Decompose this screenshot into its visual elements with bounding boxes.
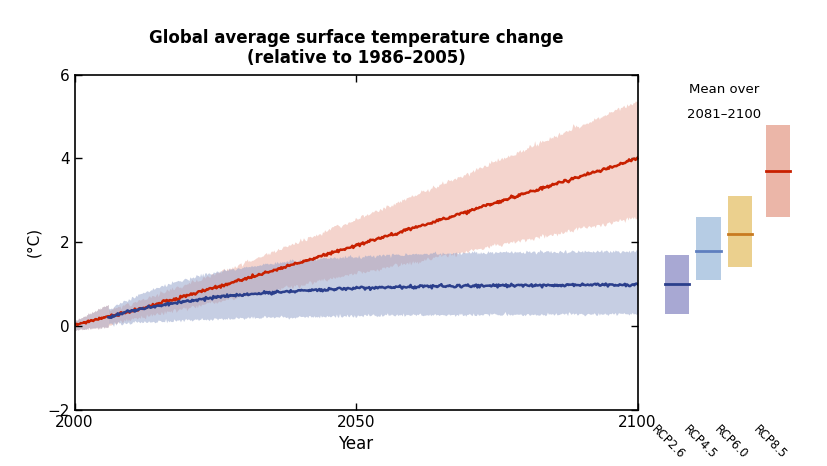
Text: RCP4.5: RCP4.5 [680,423,718,461]
Text: RCP6.0: RCP6.0 [711,423,749,461]
Text: 2081–2100: 2081–2100 [686,108,760,121]
Text: RCP8.5: RCP8.5 [749,423,788,461]
Bar [696,217,719,280]
Bar [727,196,751,267]
Text: Mean over: Mean over [688,83,758,96]
Bar [664,255,688,314]
Text: RCP2.6: RCP2.6 [648,423,686,461]
X-axis label: Year: Year [338,436,373,453]
Title: Global average surface temperature change
(relative to 1986–2005): Global average surface temperature chang… [149,28,562,68]
Bar [765,125,790,217]
Y-axis label: (°C): (°C) [26,227,41,257]
